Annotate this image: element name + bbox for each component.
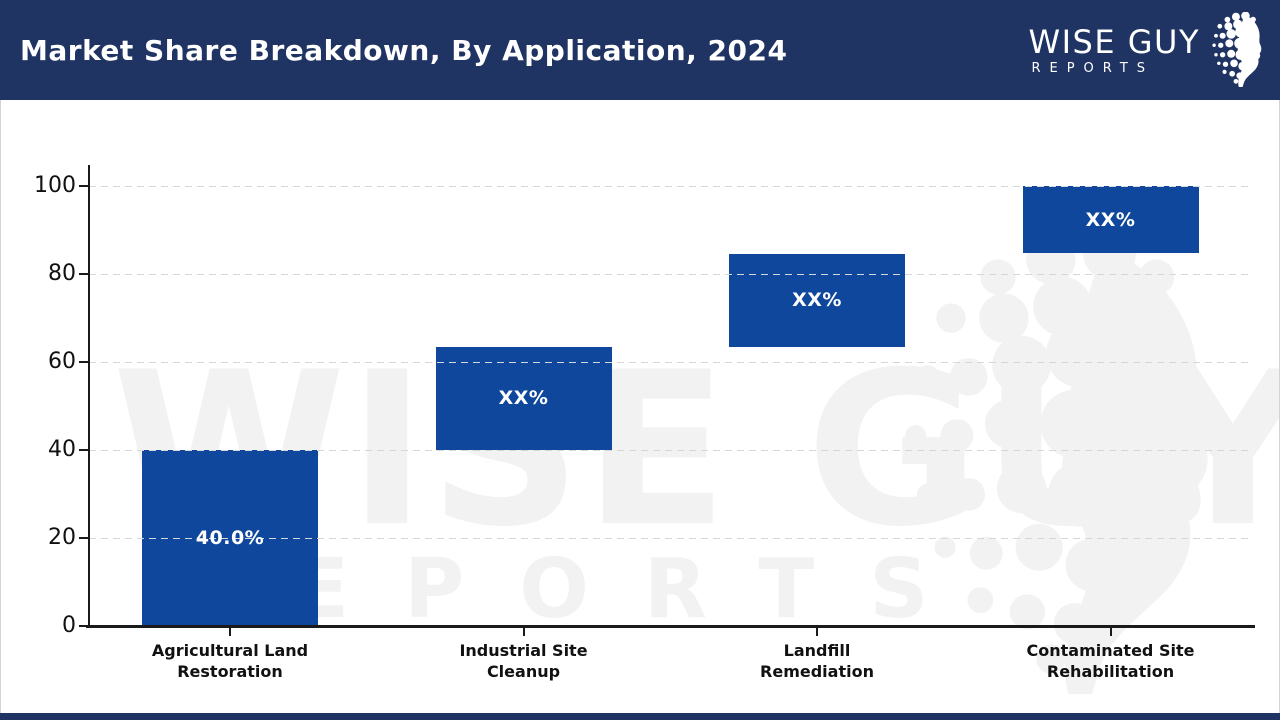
x-category-label: Contaminated Site Rehabilitation — [1026, 641, 1195, 681]
y-tick-mark — [79, 361, 88, 363]
header-bar: Market Share Breakdown, By Application, … — [0, 0, 1280, 100]
y-tick-mark — [79, 273, 88, 275]
bar-landfill — [729, 254, 905, 347]
bar-value-label: XX% — [792, 289, 842, 312]
page-title: Market Share Breakdown, By Application, … — [20, 33, 788, 67]
y-tick-mark — [79, 185, 88, 187]
y-tick-label: 20 — [48, 525, 76, 550]
logo-text: WISE GUY REPORTS — [1028, 26, 1200, 75]
footer-bar — [0, 713, 1280, 720]
gridline-100 — [89, 186, 1252, 187]
x-tick-mark — [1109, 628, 1112, 636]
y-axis-line — [88, 165, 90, 627]
y-tick-label: 80 — [48, 261, 76, 286]
bar-value-label: 40.0% — [195, 527, 265, 549]
x-category-label: Agricultural Land Restoration — [151, 641, 309, 681]
gridline-80 — [89, 274, 1252, 275]
logo-reports-text: REPORTS — [1031, 60, 1155, 76]
bar-value-label: XX% — [1085, 208, 1136, 231]
gridline-60 — [89, 362, 1252, 363]
x-axis-line — [86, 625, 1255, 628]
logo-wiseguy-text: WISE GUY — [1028, 22, 1200, 61]
gridline-20 — [89, 538, 1252, 539]
y-tick-label: 100 — [34, 173, 76, 198]
y-tick-mark — [79, 449, 88, 451]
x-tick-mark — [229, 628, 231, 636]
bar-value-label: XX% — [498, 387, 549, 410]
page-border-left — [0, 100, 1, 720]
x-tick-mark — [522, 628, 525, 636]
logo-head-icon — [1212, 12, 1262, 88]
x-category-label: Landfill Remediation — [760, 641, 874, 681]
y-tick-mark — [79, 625, 88, 627]
y-tick-mark — [79, 537, 88, 539]
x-category-label: Industrial Site Cleanup — [459, 641, 588, 681]
x-tick-mark — [816, 628, 818, 636]
gridline-40 — [89, 450, 1252, 451]
y-tick-label: 60 — [48, 349, 76, 374]
wise-guy-reports-logo: WISE GUY REPORTS — [1028, 12, 1262, 88]
y-tick-label: 0 — [62, 613, 76, 638]
bar-industrial-site — [435, 346, 612, 450]
y-tick-label: 40 — [48, 437, 76, 462]
